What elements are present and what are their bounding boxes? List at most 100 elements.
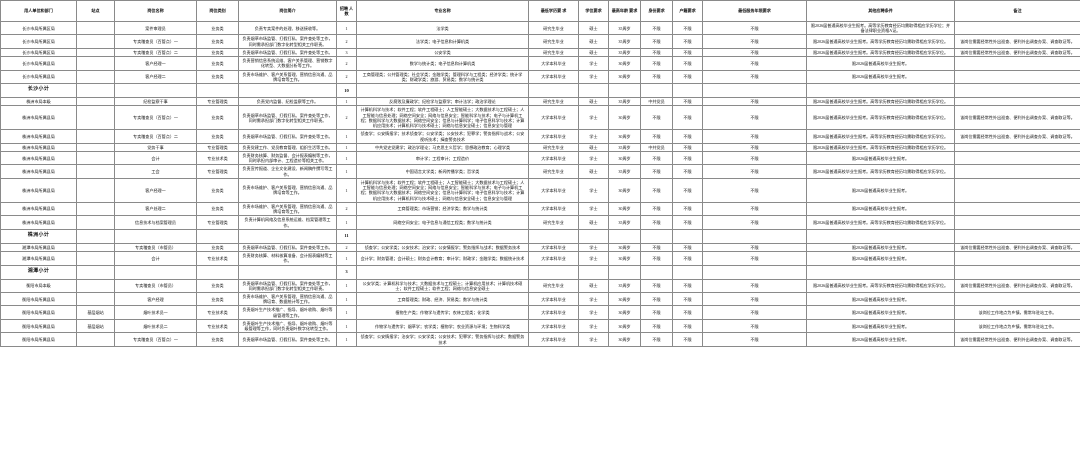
column-header-age[interactable]: 最高年龄 要求	[608, 0, 641, 22]
cell-major[interactable]: 中共党史党建学；政治学理论；马克思主义哲学；思想政治教育；心理学类	[356, 142, 529, 152]
cell-education[interactable]: 大学本科毕业	[528, 69, 579, 85]
cell-hukou[interactable]: 不限	[672, 278, 703, 293]
column-header-remark[interactable]: 备注	[954, 0, 1080, 22]
cell-major[interactable]: 计算机科学与技术；软件工程；软件工程硕士；人工智能硕士；大数据技术与工程硕士；人…	[356, 105, 529, 131]
cell-brief[interactable]: 负责宣传报道、企业文化建设、新闻稿件撰写等工作。	[238, 164, 337, 179]
cell-remark[interactable]: 该岗位工作地点为乡镇，需常年驻站工作。	[954, 305, 1080, 320]
cell-site[interactable]	[76, 20, 115, 36]
cell-age[interactable]: 30周岁	[608, 150, 641, 166]
cell-degree[interactable]: 学士	[578, 129, 609, 144]
cell-service_years[interactable]: 不限	[702, 242, 807, 253]
column-header-identity[interactable]: 身份要求	[640, 0, 673, 22]
cell-hukou[interactable]: 不限	[672, 201, 703, 217]
cell-identity[interactable]: 不限	[640, 242, 673, 253]
cell-degree[interactable]: 硕士	[578, 97, 609, 107]
cell-service_years[interactable]: 不限	[702, 215, 807, 230]
cell-service_years[interactable]: 不限	[702, 177, 807, 203]
cell-other[interactable]: 限2026届普通高校毕业生报考。	[806, 69, 955, 85]
cell-remark[interactable]: 该岗位需要经常性外出巡查、便利外出调查办案、调查取证等。	[954, 278, 1080, 293]
cell-age[interactable]: 30周岁	[608, 332, 641, 347]
cell-remark[interactable]: 该岗位需要经常性外出巡查、便利外出调查办案、调查取证等。	[954, 34, 1080, 49]
cell-remark[interactable]	[954, 150, 1080, 166]
cell-education[interactable]: 大学本科毕业	[528, 56, 579, 71]
cell-degree[interactable]: 学士	[578, 318, 609, 334]
cell-site[interactable]	[76, 201, 115, 217]
cell-unit[interactable]: 株洲市局所属县局	[0, 164, 77, 179]
cell-site[interactable]	[76, 47, 115, 58]
cell-service_years[interactable]: 不限	[702, 201, 807, 217]
cell-identity[interactable]: 不限	[640, 56, 673, 71]
cell-site[interactable]: 基层烟站	[76, 318, 115, 334]
cell-unit[interactable]: 长沙市局所属县局	[0, 69, 77, 85]
cell-major[interactable]: 反腐败及廉政学；纪检学与监察学；审计法学；政治学理论	[356, 97, 529, 107]
cell-site[interactable]	[76, 105, 115, 131]
cell-hukou[interactable]: 不限	[672, 164, 703, 179]
cell-degree[interactable]: 硕士	[578, 34, 609, 49]
cell-headcount[interactable]: 2	[336, 201, 357, 217]
cell-major[interactable]: 作物学与遗传学；烟草学；农学类；植物学；农业资源与环境；生物科学类	[356, 318, 529, 334]
cell-identity[interactable]: 不限	[640, 332, 673, 347]
cell-unit[interactable]: 株洲市局所属县局	[0, 150, 77, 166]
cell-degree[interactable]: 学士	[578, 177, 609, 203]
cell-hukou[interactable]: 不限	[672, 97, 703, 107]
cell-education[interactable]: 研究生毕业	[528, 34, 579, 49]
cell-post_type[interactable]: 业务类	[196, 129, 239, 144]
cell-major[interactable]: 中国语言文学类；新闻传播学类；哲学类	[356, 164, 529, 179]
cell-other[interactable]: 限2026届普通高校毕业生报考。高等学历教育经历均需取得相应学历学位。	[806, 215, 955, 230]
cell-unit[interactable]: 株洲市局本级	[0, 97, 77, 107]
cell-age[interactable]: 30周岁	[608, 129, 641, 144]
cell-major[interactable]: 公安学类	[356, 47, 529, 58]
cell-post_type[interactable]: 专业管理类	[196, 142, 239, 152]
cell-identity[interactable]: 不限	[640, 291, 673, 307]
cell-education[interactable]: 大学本科毕业	[528, 201, 579, 217]
cell-degree[interactable]: 硕士	[578, 215, 609, 230]
cell-remark[interactable]: 该岗位需要经常性外出巡查、便利外出调查办案、调查取证等。	[954, 105, 1080, 131]
cell-post_name[interactable]: 客户经理二	[114, 69, 197, 85]
cell-unit[interactable]: 湘潭市局所属县局	[0, 251, 77, 266]
cell-post_name[interactable]: 专卖稽查员（市管员）	[114, 242, 197, 253]
cell-age[interactable]: 30周岁	[608, 105, 641, 131]
cell-hukou[interactable]: 不限	[672, 34, 703, 49]
cell-site[interactable]: 基层烟站	[76, 305, 115, 320]
cell-post_name[interactable]: 案件审理员	[114, 20, 197, 36]
cell-site[interactable]	[76, 177, 115, 203]
cell-education[interactable]: 大学本科毕业	[528, 305, 579, 320]
cell-site[interactable]	[76, 142, 115, 152]
cell-post_name[interactable]: 纪检监察干事	[114, 97, 197, 107]
cell-education[interactable]: 研究生毕业	[528, 278, 579, 293]
cell-site[interactable]	[76, 332, 115, 347]
cell-hukou[interactable]: 不限	[672, 305, 703, 320]
cell-age[interactable]: 30周岁	[608, 251, 641, 266]
cell-age[interactable]: 35周岁	[608, 47, 641, 58]
cell-post_name[interactable]: 专卖稽查员（百管点）一	[114, 332, 197, 347]
cell-site[interactable]	[76, 242, 115, 253]
cell-major[interactable]: 公安学类；计算机科学与技术；大数据技术与工程硕士；计算机应用技术；计算机技术硕士…	[356, 278, 529, 293]
cell-headcount[interactable]: 1	[336, 97, 357, 107]
cell-unit[interactable]: 长沙市局所属区局	[0, 20, 77, 36]
cell-post_type[interactable]: 业务类	[196, 56, 239, 71]
cell-major[interactable]: 侦查学；公安情报学；技术侦查学；公安学类；公安技术；犯罪学；警务指挥与战术；公安…	[356, 129, 529, 144]
cell-remark[interactable]: 该岗位需要经常性外出巡查、便利外出调查办案、调查取证等。	[954, 129, 1080, 144]
cell-degree[interactable]: 硕士	[578, 20, 609, 36]
column-header-education[interactable]: 最低学历要 求	[528, 0, 579, 22]
cell-hukou[interactable]: 不限	[672, 142, 703, 152]
cell-education[interactable]: 大学本科毕业	[528, 177, 579, 203]
cell-other[interactable]: 限2026届普通高校毕业生报考。	[806, 150, 955, 166]
cell-unit[interactable]: 株洲市局所属县局	[0, 201, 77, 217]
cell-headcount[interactable]: 1	[336, 305, 357, 320]
cell-other[interactable]: 限2026届普通高校毕业生报考。高等学历教育经历均需取得相应学历学位。	[806, 105, 955, 131]
cell-remark[interactable]	[954, 56, 1080, 71]
cell-age[interactable]: 35周岁	[608, 215, 641, 230]
column-header-post_name[interactable]: 岗位名称	[114, 0, 197, 22]
cell-age[interactable]: 35周岁	[608, 142, 641, 152]
column-header-hukou[interactable]: 户籍要求	[672, 0, 703, 22]
cell-headcount[interactable]: 1	[336, 251, 357, 266]
cell-remark[interactable]: 该岗位需要经常性外出巡查、便利外出调查办案、调查取证等。	[954, 332, 1080, 347]
cell-headcount[interactable]: 1	[336, 215, 357, 230]
cell-brief[interactable]: 负责营销信息系统运维、客户关系管理、营销数字化转型、大数据分析等工作。	[238, 56, 337, 71]
cell-other[interactable]: 限2026届普通高校毕业生报考。高等学历教育经历均需取得相应学历学位。	[806, 278, 955, 293]
cell-service_years[interactable]: 不限	[702, 251, 807, 266]
cell-degree[interactable]: 学士	[578, 69, 609, 85]
cell-service_years[interactable]: 不限	[702, 56, 807, 71]
cell-remark[interactable]: 该岗位需要经常性外出巡查、便利外出调查办案、调查取证等。	[954, 47, 1080, 58]
